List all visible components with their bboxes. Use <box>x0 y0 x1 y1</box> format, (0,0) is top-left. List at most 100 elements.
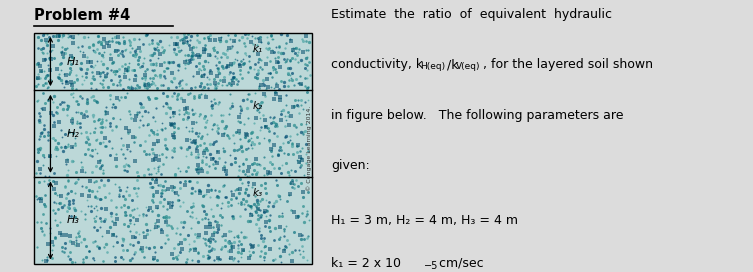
Point <box>203 216 215 221</box>
Point <box>129 72 141 77</box>
Point <box>133 46 145 50</box>
Point <box>75 111 87 115</box>
Point <box>294 155 306 160</box>
Point <box>205 99 217 103</box>
Point <box>148 141 160 146</box>
Point <box>227 71 239 76</box>
Point <box>300 48 312 52</box>
Point <box>280 118 292 122</box>
Point <box>58 203 70 207</box>
Point <box>139 109 151 113</box>
Point <box>94 158 106 162</box>
Point <box>192 133 204 138</box>
Point <box>63 70 75 74</box>
Point <box>42 129 54 134</box>
Point <box>50 110 62 115</box>
Point <box>105 78 117 82</box>
Point <box>153 153 165 157</box>
Point <box>272 152 284 156</box>
Point <box>136 104 148 109</box>
Point <box>59 47 72 51</box>
Point <box>94 166 106 170</box>
Point <box>225 46 237 50</box>
Point <box>134 49 146 54</box>
Point <box>114 82 126 86</box>
Point <box>263 200 275 204</box>
Point <box>94 215 106 220</box>
Point <box>123 38 135 42</box>
Point <box>233 201 245 205</box>
Point <box>168 246 180 251</box>
Point <box>234 72 246 77</box>
Point <box>184 91 196 95</box>
Point <box>295 58 307 62</box>
Point <box>158 60 170 64</box>
Point <box>253 162 265 166</box>
Point <box>123 149 136 153</box>
Point <box>101 250 113 255</box>
Point <box>163 43 175 47</box>
Point <box>180 169 192 173</box>
Point <box>100 144 112 148</box>
Point <box>59 250 71 254</box>
Point <box>231 246 243 250</box>
Point <box>120 47 132 51</box>
Point <box>291 157 303 162</box>
Point <box>242 139 254 144</box>
Point <box>191 131 203 135</box>
Point <box>252 108 264 112</box>
Point <box>194 143 206 147</box>
Point <box>106 38 118 43</box>
Point <box>49 235 61 239</box>
Point <box>237 62 249 66</box>
Point <box>212 189 224 193</box>
Point <box>171 97 183 101</box>
Point <box>188 239 200 244</box>
Point <box>119 65 131 70</box>
Point <box>236 35 248 40</box>
Point <box>259 124 271 128</box>
Point <box>38 69 50 73</box>
Point <box>108 68 120 73</box>
Point <box>204 38 216 42</box>
Point <box>224 92 236 96</box>
Text: H₂: H₂ <box>67 129 80 139</box>
Point <box>34 171 46 175</box>
Point <box>194 39 206 44</box>
Point <box>275 148 287 153</box>
Point <box>192 169 204 173</box>
Point <box>270 124 282 128</box>
Point <box>201 148 213 152</box>
Point <box>208 122 220 126</box>
Point <box>133 125 145 129</box>
Point <box>50 181 62 185</box>
Point <box>68 80 80 84</box>
Point <box>137 105 149 109</box>
Point <box>31 62 43 66</box>
Point <box>56 233 68 237</box>
Point <box>282 84 294 88</box>
Point <box>113 184 125 189</box>
Point <box>148 95 160 100</box>
Point <box>209 219 221 223</box>
Point <box>191 149 203 154</box>
Point <box>148 226 160 230</box>
Point <box>155 63 167 67</box>
Point <box>121 68 133 72</box>
Point <box>284 66 296 70</box>
Point <box>204 240 216 244</box>
Point <box>286 71 298 75</box>
Point <box>186 107 198 111</box>
Point <box>224 229 236 233</box>
Point <box>255 215 267 220</box>
Point <box>41 40 53 44</box>
Point <box>114 51 127 55</box>
Point <box>62 32 75 36</box>
Point <box>255 163 267 167</box>
Point <box>78 35 90 39</box>
Point <box>279 151 291 155</box>
Point <box>60 162 72 166</box>
Point <box>43 153 55 158</box>
Point <box>242 115 254 120</box>
Point <box>179 107 191 111</box>
